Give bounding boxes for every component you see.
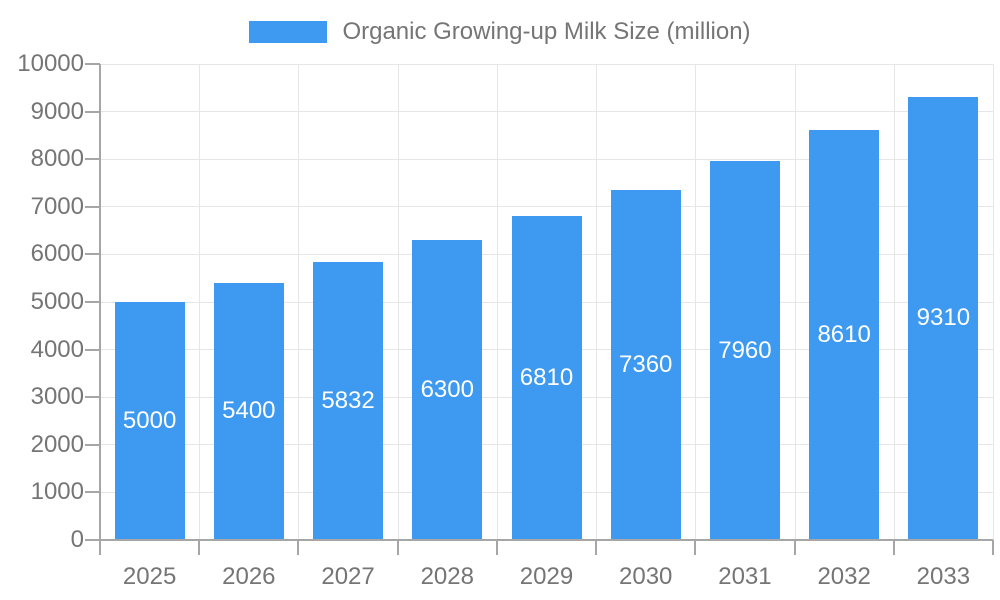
gridline-v [794,64,796,540]
gridline-v [199,64,201,540]
gridline-v [298,64,300,540]
gridline-h [100,206,993,208]
y-tick [85,443,100,446]
y-tick [85,491,100,494]
legend-item[interactable]: Organic Growing-up Milk Size (million) [0,16,1000,48]
y-tick-label: 9000 [30,97,84,125]
bar[interactable] [610,189,681,540]
x-tick [297,540,300,555]
y-tick [85,110,100,113]
gridline-h [100,158,993,160]
x-tick [694,540,697,555]
bar[interactable] [511,215,582,540]
x-tick [198,540,201,555]
x-tick-label: 2029 [519,563,574,590]
x-tick [892,540,895,555]
x-tick [793,540,796,555]
y-tick [85,348,100,351]
x-tick-label: 2031 [718,563,772,590]
bar[interactable] [908,96,979,540]
y-tick-label: 6000 [30,240,84,268]
bar[interactable] [709,161,780,540]
y-tick-label: 8000 [30,145,84,173]
y-tick-label: 0 [70,526,84,553]
x-tick-label: 2026 [222,563,276,590]
gridline-v [695,64,697,540]
x-tick-label: 2027 [321,563,375,590]
x-tick [595,540,598,555]
y-tick-label: 1000 [30,478,84,506]
gridline-v [397,64,399,540]
x-tick [495,540,498,555]
y-tick-label: 7000 [30,192,84,220]
gridline-h [100,63,993,65]
legend-label: Organic Growing-up Milk Size (million) [342,18,751,45]
bar[interactable] [114,302,185,540]
gridline-v [596,64,598,540]
gridline-h [100,111,993,113]
bar[interactable] [412,240,483,540]
bar[interactable] [213,282,284,540]
bar[interactable] [809,130,880,540]
y-tick [85,205,100,208]
gridline-v [496,64,498,540]
y-axis-line [99,64,101,555]
x-tick [992,540,994,555]
x-tick-label: 2033 [916,563,971,590]
x-tick-label: 2030 [619,563,673,590]
x-tick [396,540,399,555]
bar[interactable] [313,262,384,540]
gridline-v [893,64,895,540]
x-tick [99,540,101,555]
y-tick [85,158,100,161]
legend-swatch [249,21,328,43]
y-tick-label: 5000 [30,288,84,315]
y-tick-label: 2000 [30,430,84,458]
x-tick-label: 2032 [817,563,871,590]
y-tick [85,539,100,541]
y-tick [85,63,100,65]
y-tick [85,301,100,303]
x-axis-line [100,539,993,541]
y-tick-label: 10000 [17,50,84,77]
y-tick [85,396,100,399]
y-tick-label: 4000 [30,335,84,363]
x-tick-label: 2025 [122,563,177,590]
y-tick-label: 3000 [30,383,84,411]
y-tick [85,253,100,256]
x-tick-label: 2028 [420,563,474,590]
gridline-v [993,64,994,540]
